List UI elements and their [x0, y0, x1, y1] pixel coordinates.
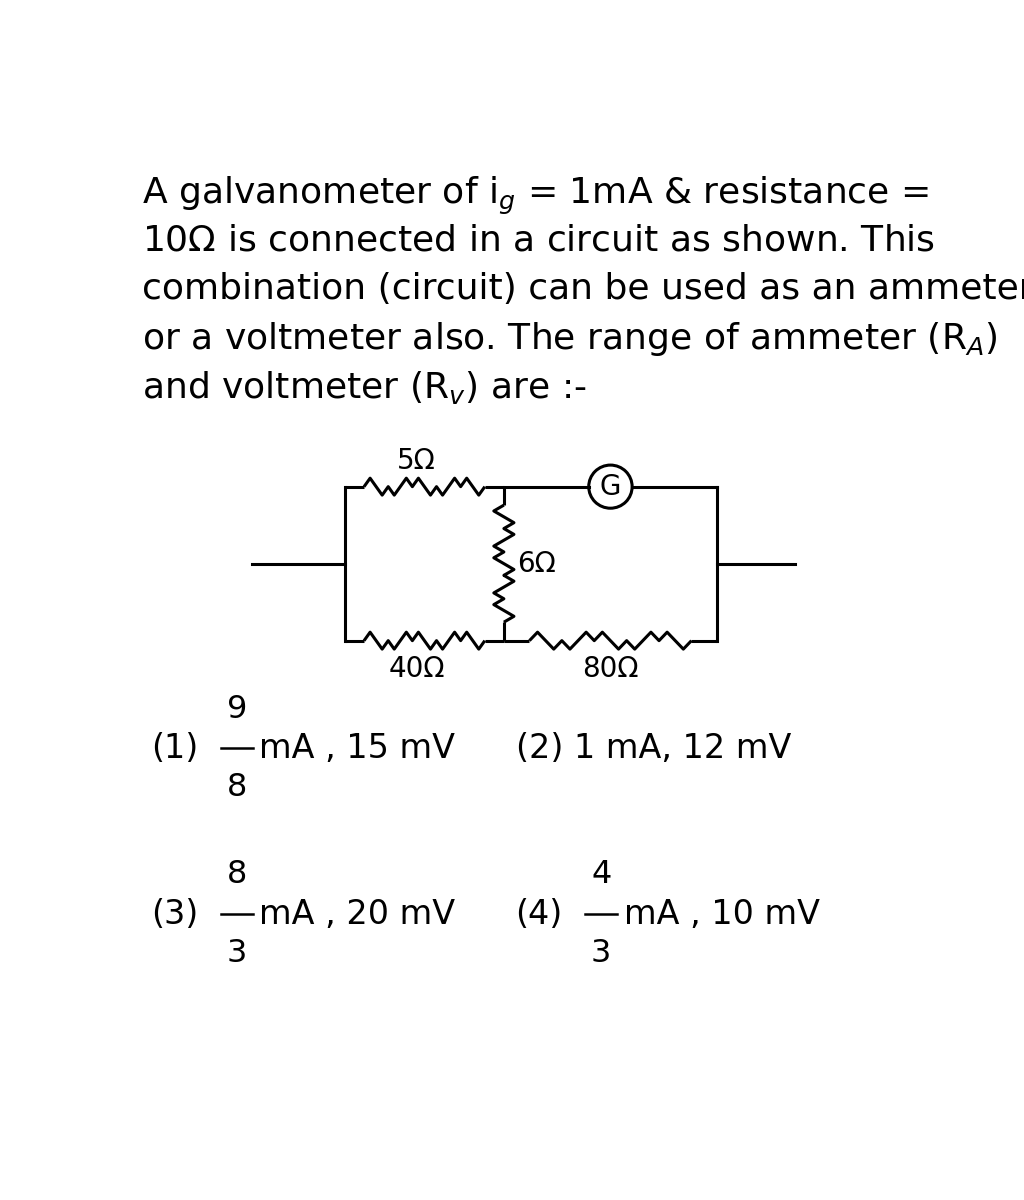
Text: combination (circuit) can be used as an ammeter: combination (circuit) can be used as an …	[142, 272, 1024, 306]
Text: A galvanometer of i$_g$ = 1mA & resistance =: A galvanometer of i$_g$ = 1mA & resistan…	[142, 175, 929, 217]
Text: (1): (1)	[152, 732, 199, 764]
Text: 6Ω: 6Ω	[517, 550, 556, 577]
Text: (2) 1 mA, 12 mV: (2) 1 mA, 12 mV	[515, 732, 791, 764]
Text: and voltmeter (R$_v$) are :-: and voltmeter (R$_v$) are :-	[142, 368, 587, 406]
Text: 3: 3	[226, 938, 247, 968]
Text: 4: 4	[591, 859, 611, 890]
Text: mA , 20 mV: mA , 20 mV	[259, 898, 456, 930]
Text: 8: 8	[226, 859, 247, 890]
Text: 80Ω: 80Ω	[583, 654, 639, 683]
Text: or a voltmeter also. The range of ammeter (R$_A$): or a voltmeter also. The range of ammete…	[142, 320, 997, 359]
Text: 3: 3	[591, 938, 611, 968]
Text: 9: 9	[226, 694, 247, 725]
Text: 8: 8	[226, 773, 247, 803]
Text: 40Ω: 40Ω	[388, 654, 445, 683]
Text: mA , 15 mV: mA , 15 mV	[259, 732, 456, 764]
Text: (3): (3)	[152, 898, 199, 930]
Text: G: G	[600, 473, 622, 500]
Text: 10$\Omega$ is connected in a circuit as shown. This: 10$\Omega$ is connected in a circuit as …	[142, 223, 935, 257]
Text: (4): (4)	[515, 898, 563, 930]
Text: 5Ω: 5Ω	[397, 448, 436, 475]
Text: mA , 10 mV: mA , 10 mV	[624, 898, 819, 930]
